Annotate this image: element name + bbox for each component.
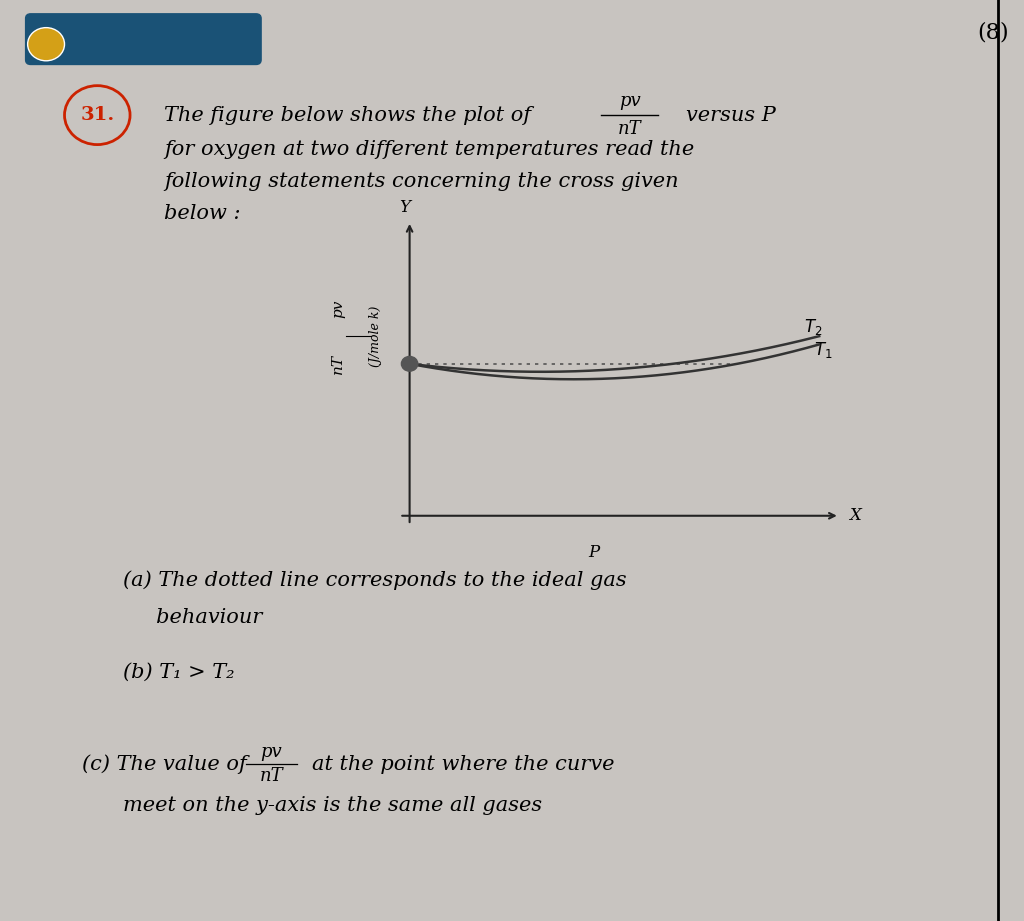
Text: (8): (8)	[978, 21, 1009, 43]
Text: for oxygen at two different temperatures read the: for oxygen at two different temperatures…	[164, 140, 694, 158]
Text: pv: pv	[331, 299, 345, 318]
Circle shape	[28, 28, 65, 61]
Text: (b) T₁ > T₂: (b) T₁ > T₂	[123, 663, 234, 682]
Text: following statements concerning the cross given: following statements concerning the cros…	[164, 172, 679, 191]
Text: meet on the y-axis is the same all gases: meet on the y-axis is the same all gases	[123, 797, 542, 815]
Text: pv: pv	[618, 92, 641, 111]
Text: (a) The dotted line corresponds to the ideal gas: (a) The dotted line corresponds to the i…	[123, 570, 627, 590]
Text: versus P: versus P	[686, 106, 776, 124]
Text: behaviour: behaviour	[123, 608, 262, 626]
Text: at the point where the curve: at the point where the curve	[312, 755, 614, 774]
FancyBboxPatch shape	[26, 14, 261, 64]
Text: Y: Y	[399, 199, 410, 216]
Text: (c) The value of: (c) The value of	[82, 754, 247, 775]
Text: 31.: 31.	[80, 106, 115, 124]
Text: nT: nT	[331, 354, 345, 374]
Text: below :: below :	[164, 204, 241, 223]
Text: $T_1$: $T_1$	[814, 340, 833, 360]
Text: nT: nT	[617, 120, 642, 138]
Text: Mid SESSION: Mid SESSION	[42, 45, 132, 58]
Text: (J/mole k): (J/mole k)	[369, 306, 382, 367]
Text: nT: nT	[259, 767, 284, 786]
Text: X: X	[849, 507, 861, 524]
Circle shape	[401, 356, 418, 371]
Text: P: P	[589, 544, 599, 561]
Text: pv: pv	[260, 743, 283, 762]
Text: $T_2$: $T_2$	[804, 318, 822, 337]
Text: The figure below shows the plot of: The figure below shows the plot of	[164, 106, 531, 124]
Text: BEAT the NEET 2024: BEAT the NEET 2024	[32, 35, 142, 44]
